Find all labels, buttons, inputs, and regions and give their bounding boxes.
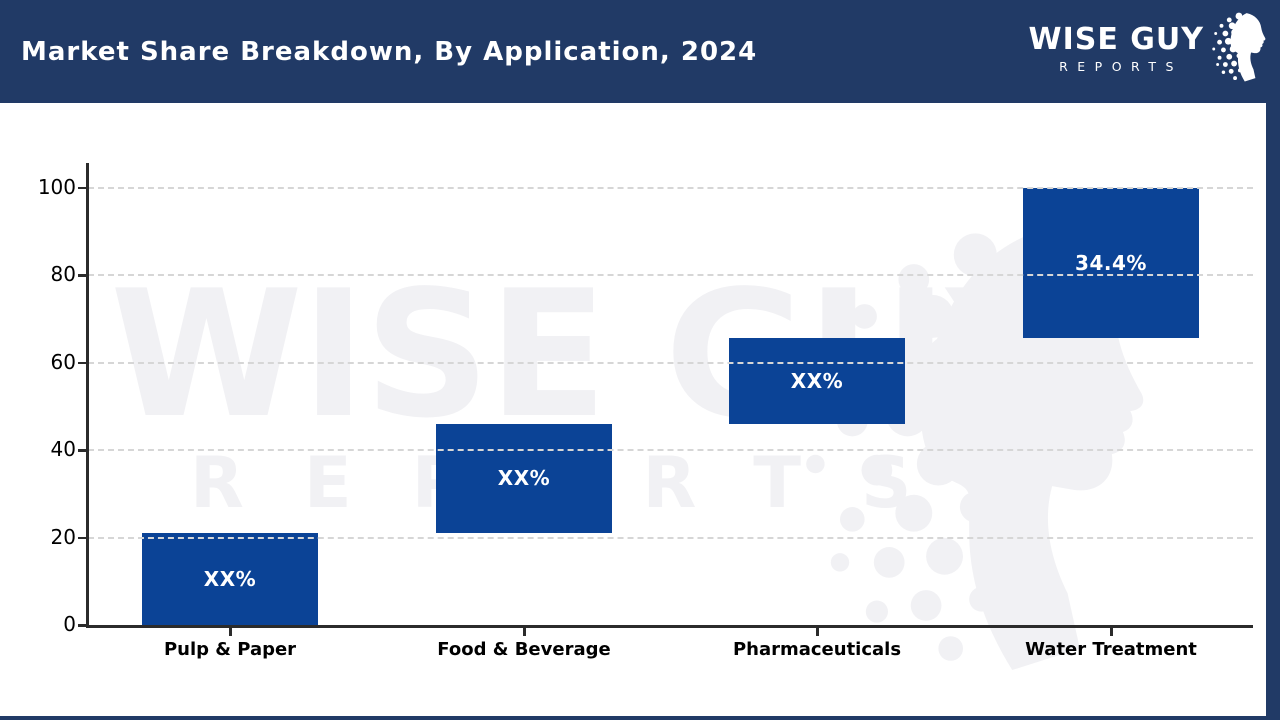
brand-logo: WISE GUY REPORTS [1028, 7, 1268, 91]
gridline-40 [88, 449, 1253, 451]
y-tick-label: 0 [63, 612, 76, 636]
bar-pharmaceuticals [729, 338, 905, 424]
bar-value-label: XX% [497, 466, 551, 491]
y-tick-label: 60 [50, 349, 76, 374]
gridline-20 [88, 536, 1253, 539]
bar-food-beverage [436, 423, 612, 534]
page-title: Market Share Breakdown, By Application, … [21, 36, 758, 67]
y-tick [78, 361, 86, 364]
bottom-border-strip [0, 716, 1280, 720]
x-axis-line [86, 625, 1253, 628]
y-tick [78, 274, 86, 277]
gridline-80 [88, 274, 1253, 276]
bar-value-label: XX% [203, 567, 257, 592]
x-tick-label: Pulp & Paper [163, 639, 297, 660]
header: Market Share Breakdown, By Application, … [0, 0, 1280, 103]
brand-wordmark-line2: REPORTS [1059, 58, 1183, 74]
brand-face-icon [1212, 12, 1266, 82]
y-tick [78, 449, 86, 452]
x-tick [816, 628, 819, 636]
brand-wordmark: WISE GUY REPORTS [1028, 24, 1204, 74]
x-tick-label: Food & Beverage [437, 639, 611, 660]
y-axis-line [86, 163, 89, 628]
bar-pulp-paper [142, 533, 318, 625]
gridline-60 [88, 361, 1253, 364]
x-tick [1110, 628, 1113, 636]
bar-value-label: 34.4% [1075, 250, 1147, 275]
x-tick [229, 628, 232, 636]
right-border-strip [1266, 0, 1280, 720]
x-tick-label: Water Treatment [1025, 639, 1197, 660]
y-tick [78, 536, 86, 539]
x-tick-label: Pharmaceuticals [732, 639, 902, 660]
y-tick-label: 80 [50, 262, 76, 286]
bar-water-treatment [1023, 187, 1199, 338]
y-tick-label: 20 [50, 524, 76, 549]
y-tick [78, 186, 86, 189]
bar-value-label: XX% [790, 368, 844, 393]
y-tick-label: 40 [50, 437, 76, 461]
brand-wordmark-line1: WISE GUY [1028, 22, 1204, 58]
y-tick [78, 624, 86, 627]
y-tick-label: 100 [37, 174, 76, 199]
gridline-100 [88, 186, 1253, 189]
x-tick [523, 628, 526, 636]
